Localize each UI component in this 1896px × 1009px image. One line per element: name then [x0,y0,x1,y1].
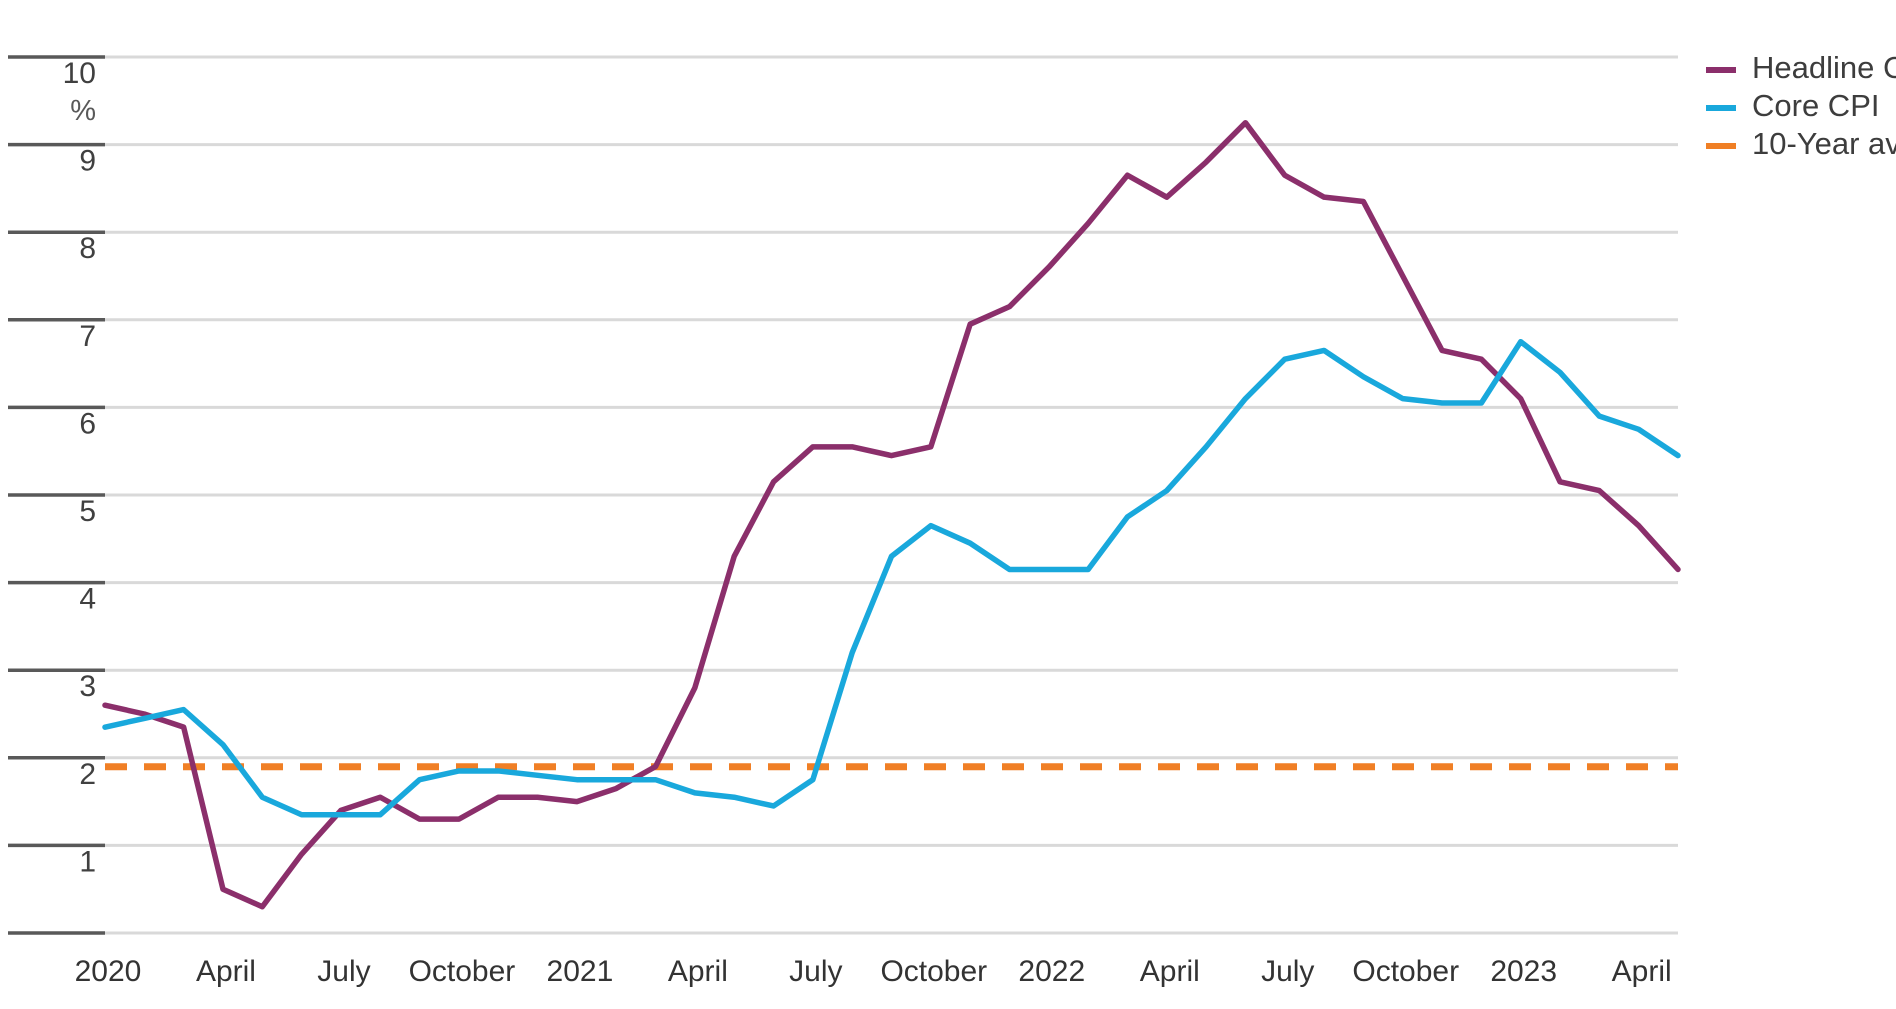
y-axis-tick-label: 5 [79,495,96,528]
x-axis-tick-label: July [1261,955,1314,988]
y-axis-tick-labels: 1 2 3 4 5 6 7 8 9 10% [63,57,96,878]
legend-label: Core CPI [1752,88,1879,123]
x-axis-tick-labels: 2020 April July October 2021 April July October… [75,955,1672,988]
y-axis-tick-label: 6 [79,407,96,440]
x-axis-tick-label: 2023 [1490,955,1557,988]
y-axis-tick-label: 4 [79,583,96,616]
legend-label: Headline CPI [1752,50,1896,85]
x-axis-tick-label: 2020 [75,955,142,988]
x-axis-tick-label: April [668,955,728,988]
series-lines-group [102,119,1681,910]
y-axis-tick-label: 1 [79,845,96,878]
x-axis-tick-label: July [317,955,370,988]
x-axis-tick-label: April [196,955,256,988]
legend-label: 10-Year average [1752,126,1896,161]
x-axis-tick-label: October [409,955,516,988]
x-axis-tick-label: 2022 [1018,955,1085,988]
y-axis-tick-label: 7 [79,320,96,353]
y-axis-tick-label: 8 [79,232,96,265]
y-axis-tick-label: 2 [79,758,96,791]
y-axis-tick-label: 3 [79,670,96,703]
y-axis-tick-label: 9 [79,145,96,178]
x-axis-tick-label: October [880,955,987,988]
series-line-core-cpi [102,338,1681,818]
y-axis-unit-label: % [70,95,96,127]
x-axis-tick-label: 2021 [547,955,614,988]
x-axis-tick-label: April [1612,955,1672,988]
x-axis-tick-label: October [1352,955,1459,988]
series-line-headline-cpi [102,119,1681,910]
gridlines-group [8,55,1678,935]
y-axis-tick-label: 10 [63,57,96,90]
x-axis-tick-label: April [1140,955,1200,988]
x-axis-tick-label: July [789,955,842,988]
